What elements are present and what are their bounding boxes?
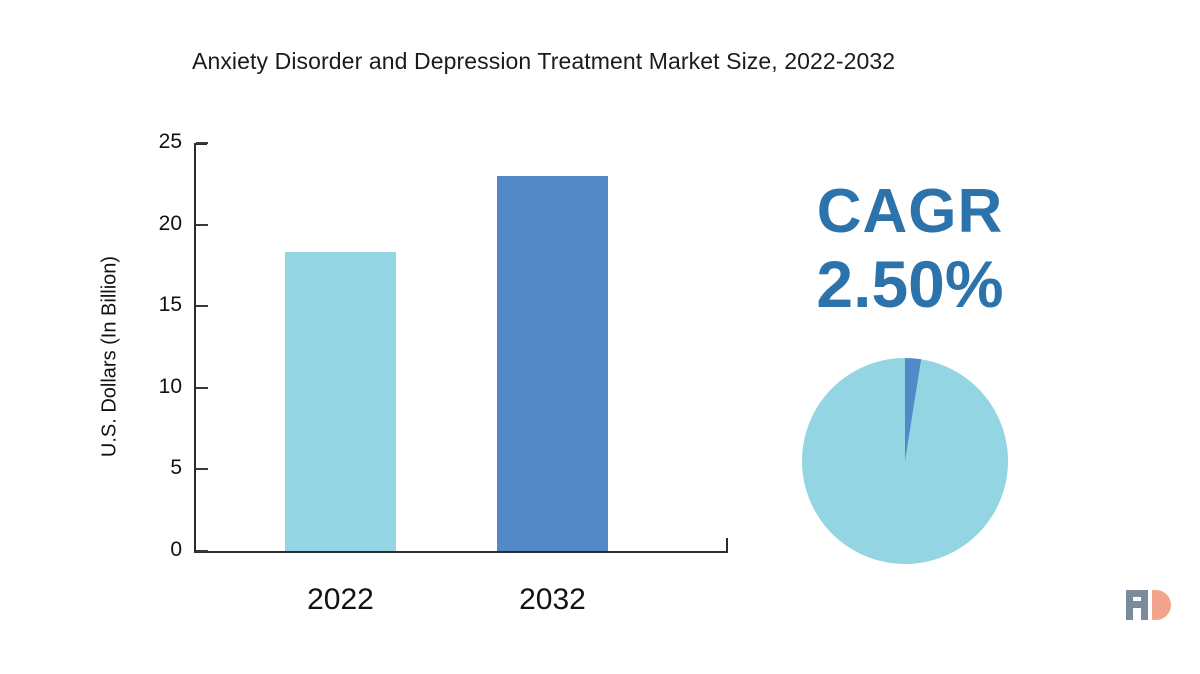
y-axis-tick: [196, 468, 208, 471]
cagr-pie-chart: [802, 358, 1008, 564]
y-axis-line: [194, 143, 196, 553]
y-axis-top-cap: [194, 143, 207, 145]
y-axis-tick: [196, 305, 208, 308]
logo-letter-r: [1126, 590, 1148, 620]
x-axis-tick-label: 2032: [519, 583, 586, 616]
y-axis-tick: [196, 386, 208, 389]
x-axis-right-cap: [726, 538, 728, 553]
x-axis-tick-label: 2022: [307, 583, 374, 616]
y-axis-tick-label: 0: [170, 538, 182, 561]
y-axis-tick-label: 10: [158, 374, 182, 398]
bar-chart-plot-area: 0 5 10 15 20 25 U.S. Dollars (In Billion) 202…: [99, 130, 728, 616]
y-axis-tick-label: 5: [170, 456, 182, 480]
y-axis-tick-label: 25: [158, 130, 182, 153]
y-axis-tick: [196, 550, 208, 552]
logo-icon: [1126, 590, 1171, 620]
logo-letter-d: [1152, 590, 1171, 620]
cagr-label: CAGR: [816, 177, 1004, 246]
page-title: Anxiety Disorder and Depression Treatmen…: [192, 48, 896, 74]
y-axis-tick: [196, 223, 208, 226]
cagr-block: CAGR 2.50%: [790, 177, 1030, 321]
bar-2022: [285, 251, 396, 551]
y-axis-tick-label: 20: [158, 211, 182, 235]
y-axis-tick: [196, 142, 208, 144]
pie-svg: [802, 358, 1008, 564]
pie-slice-cagr-share: [905, 358, 922, 461]
bar-2032: [497, 175, 608, 551]
cagr-value: 2.50%: [816, 247, 1004, 321]
brand-logo: [1124, 588, 1186, 622]
x-axis-line: [194, 551, 728, 553]
y-axis-tick-label: 15: [158, 293, 182, 317]
bars-layer: [285, 175, 608, 551]
